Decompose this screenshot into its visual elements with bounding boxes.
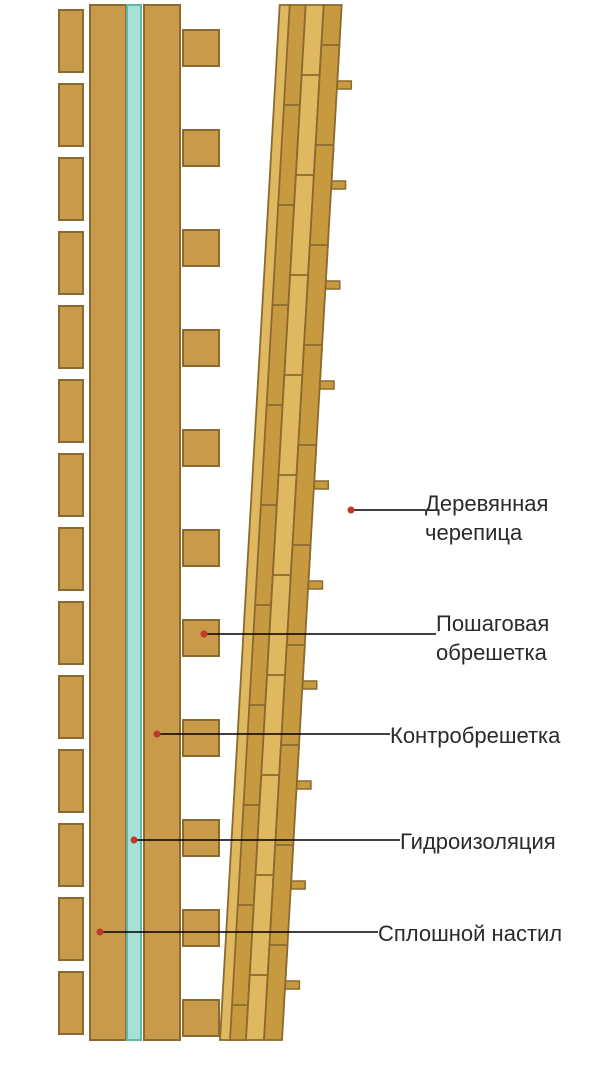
label-line-1: Гидроизоляция bbox=[400, 829, 556, 854]
label-line-2: обрешетка bbox=[436, 640, 547, 665]
roof-cross-section-diagram: Деревянная черепица Пошаговая обрешетка Конт… bbox=[0, 0, 600, 1068]
layer-label-1: Пошаговая обрешетка bbox=[436, 610, 549, 667]
layer-label-2: Контробрешетка bbox=[390, 722, 560, 751]
label-line-1: Сплошной настил bbox=[378, 921, 562, 946]
layer-label-0: Деревянная черепица bbox=[425, 490, 548, 547]
layer-label-3: Гидроизоляция bbox=[400, 828, 556, 857]
layer-label-4: Сплошной настил bbox=[378, 920, 562, 949]
label-line-1: Контробрешетка bbox=[390, 723, 560, 748]
label-line-2: черепица bbox=[425, 520, 522, 545]
label-line-1: Пошаговая bbox=[436, 611, 549, 636]
label-line-1: Деревянная bbox=[425, 491, 548, 516]
